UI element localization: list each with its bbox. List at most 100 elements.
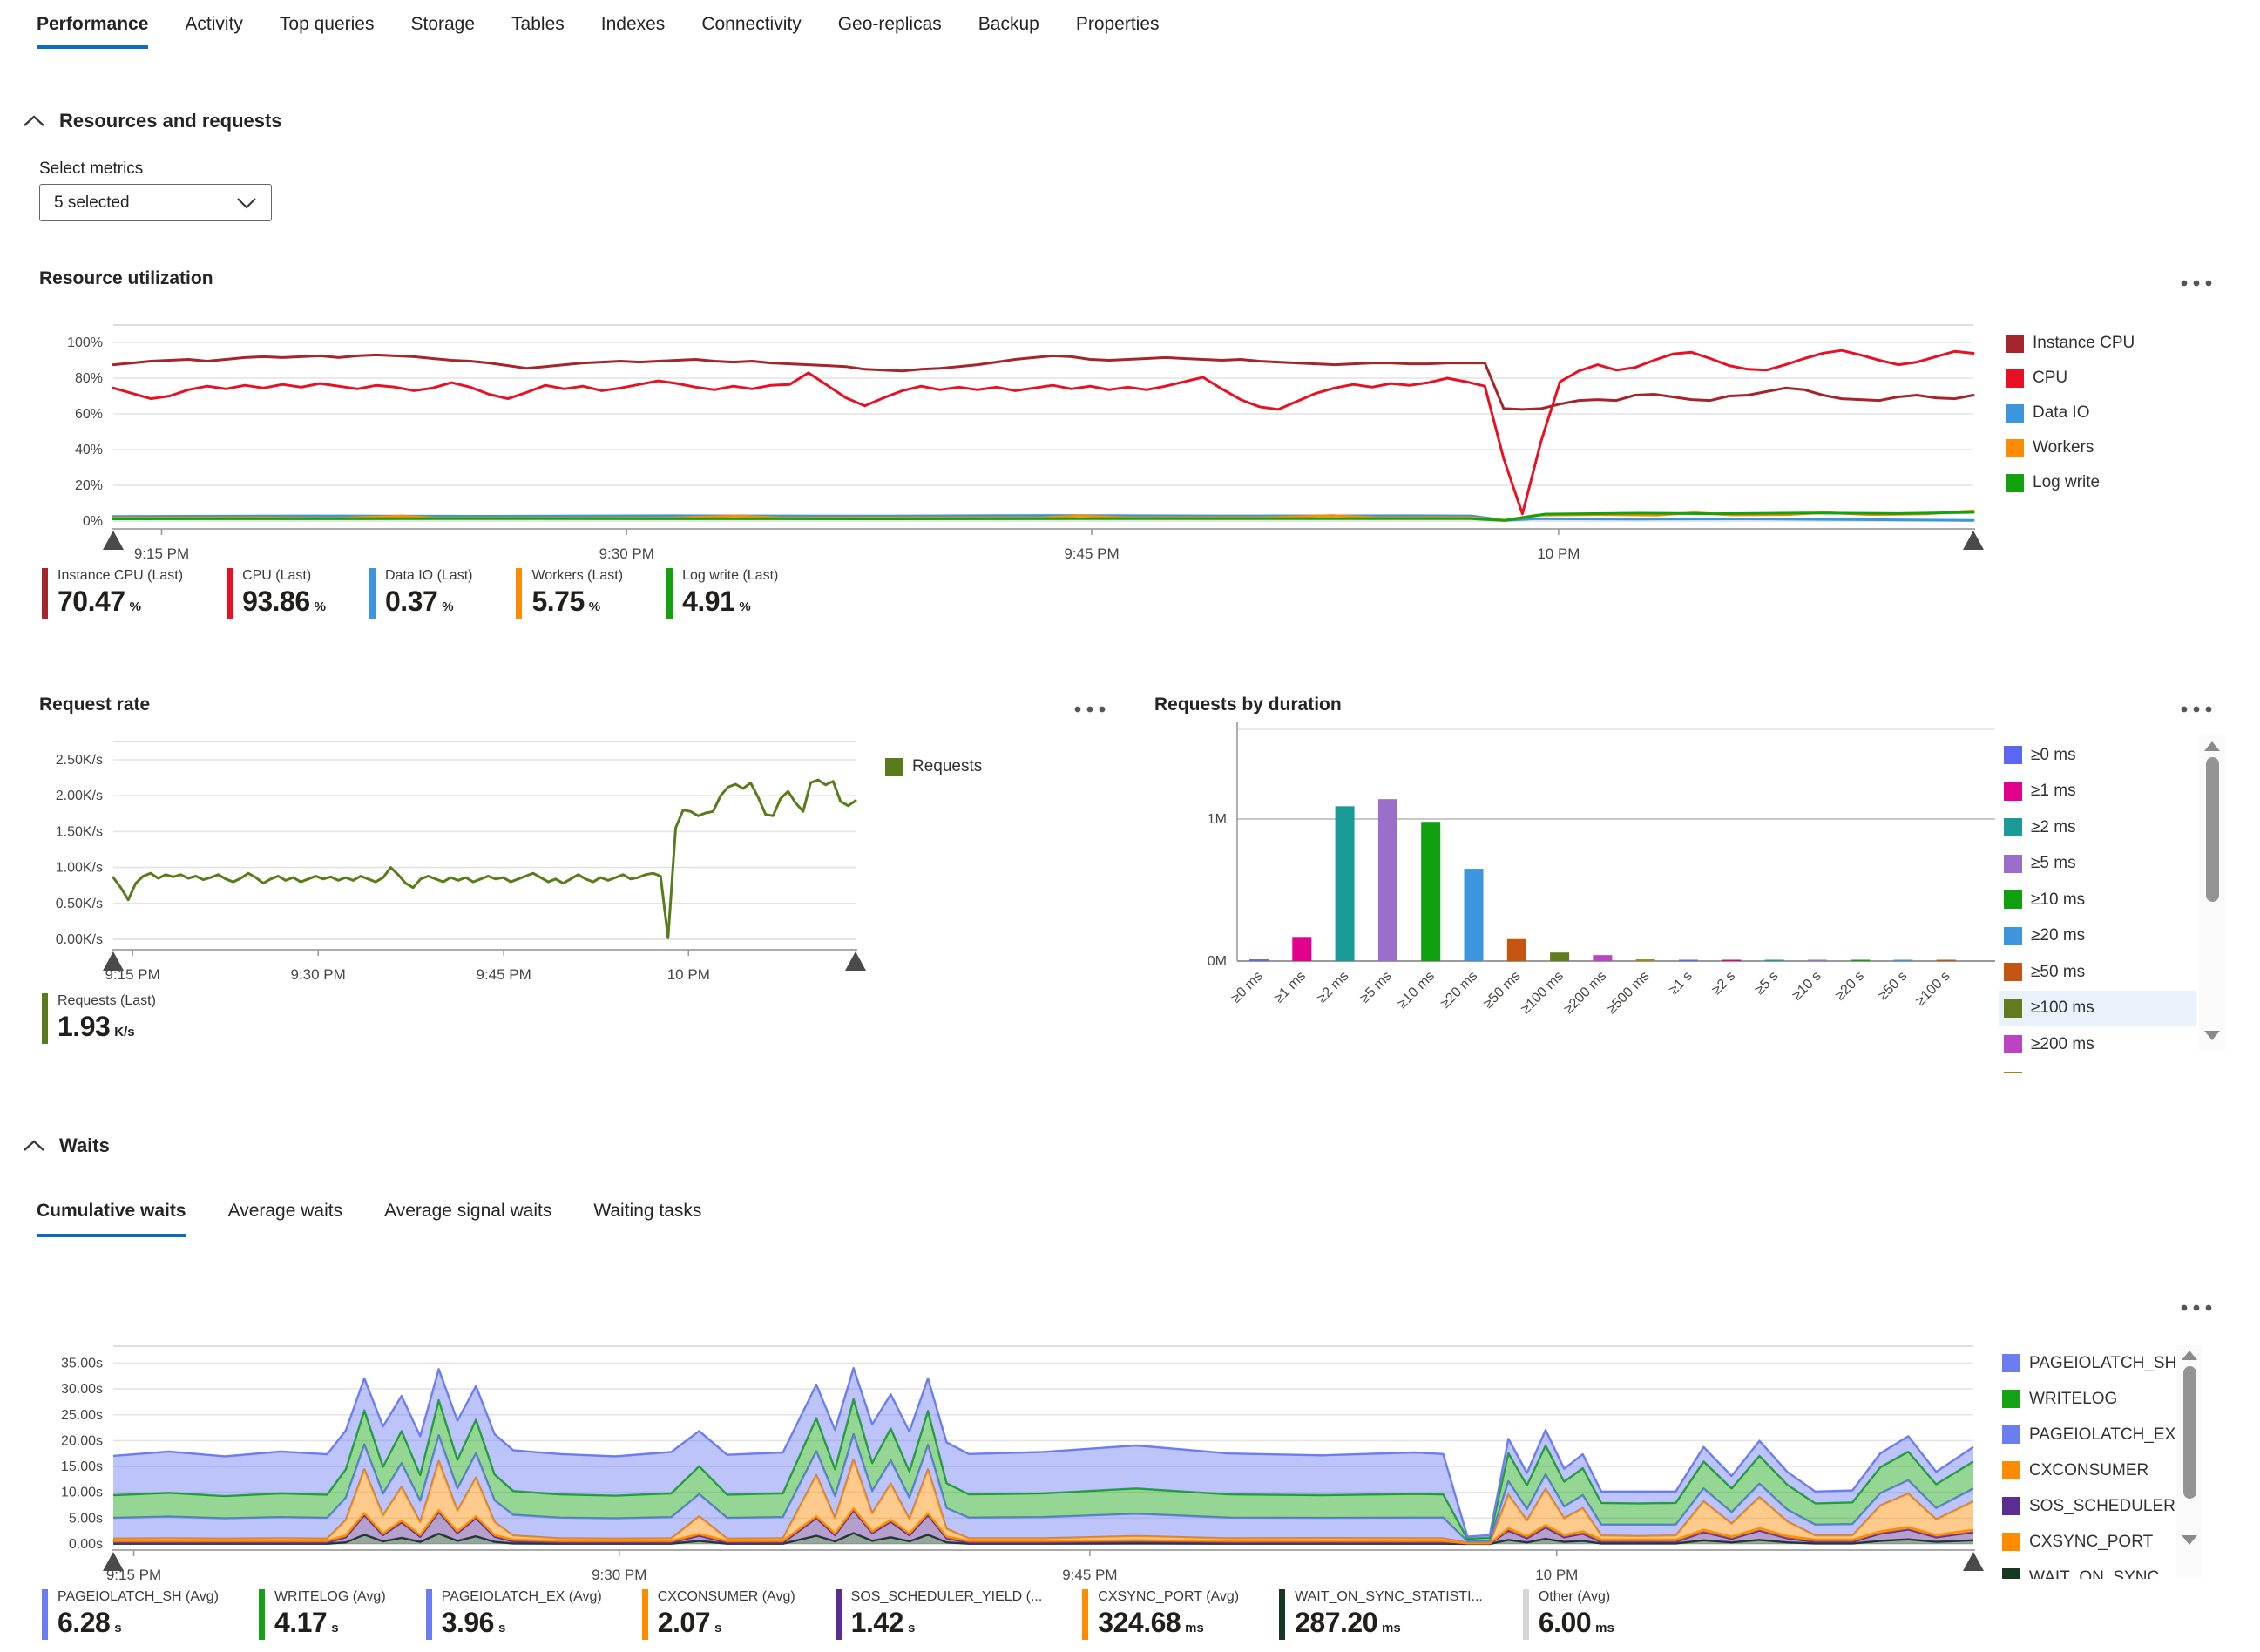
tab-activity[interactable]: Activity [185, 14, 243, 34]
request-rate-more-icon[interactable] [1070, 698, 1110, 721]
legend-item-≥100-ms[interactable]: ≥100 ms [1999, 990, 2196, 1026]
svg-text:≥5 ms: ≥5 ms [1357, 969, 1395, 1006]
bar-≥0 ms[interactable] [1249, 959, 1269, 961]
bar-≥10 s[interactable] [1807, 959, 1827, 962]
legend-item-Log-write[interactable]: Log write [2000, 465, 2253, 500]
tab-indexes[interactable]: Indexes [600, 14, 666, 34]
metric-label: CPU (Last) [242, 568, 312, 583]
waits-tab-average-signal-waits[interactable]: Average signal waits [384, 1201, 552, 1221]
time-range-slider-handle[interactable] [103, 951, 124, 971]
requests-by-duration-more-icon[interactable] [2176, 698, 2216, 721]
tab-backup[interactable]: Backup [978, 14, 1039, 34]
bar-≥5 s[interactable] [1764, 959, 1784, 962]
scroll-up-icon[interactable] [2204, 741, 2220, 751]
bar-≥100 ms[interactable] [1550, 952, 1570, 961]
bar-≥50 ms[interactable] [1506, 938, 1526, 961]
metric-card-SOS_SCHEDULER_YIELD-: SOS_SCHEDULER_YIELD (... 1.42 s [835, 1589, 1042, 1640]
waits-legend-scrollbar[interactable] [2176, 1345, 2202, 1577]
bar-≥2 s[interactable] [1722, 959, 1742, 962]
time-range-slider-handle[interactable] [103, 531, 124, 550]
legend-item-Instance-CPU[interactable]: Instance CPU [2000, 326, 2253, 361]
legend-item-≥50-ms[interactable]: ≥50 ms [1999, 954, 2196, 991]
legend-item-≥20-ms[interactable]: ≥20 ms [1999, 918, 2196, 955]
legend-item-≥10-ms[interactable]: ≥10 ms [1999, 882, 2196, 918]
tab-top-queries[interactable]: Top queries [279, 14, 375, 34]
legend-item-PAGEIOLATCH_SH[interactable]: PAGEIOLATCH_SH [1997, 1345, 2175, 1381]
time-range-slider-handle[interactable] [103, 1552, 124, 1571]
waits-chart-more-icon[interactable] [2176, 1297, 2216, 1319]
waits-tab-waiting-tasks[interactable]: Waiting tasks [593, 1201, 702, 1221]
requests-by-duration-legend-scrollbar[interactable] [2199, 735, 2225, 1050]
resource-utilization-plot[interactable]: 0% 20% 40% 60% 80% 100% 9:15 PM 9:30 PM 9:45 PM 1… [0, 309, 2260, 571]
bar-≥10 ms[interactable] [1421, 822, 1441, 961]
time-range-slider-handle[interactable] [1963, 531, 1984, 550]
svg-text:1M: 1M [1208, 812, 1227, 827]
legend-item-≥200-ms[interactable]: ≥200 ms [1999, 1026, 2196, 1063]
legend-item-WRITELOG[interactable]: WRITELOG [1997, 1381, 2175, 1417]
scroll-up-icon[interactable] [2182, 1351, 2197, 1360]
metric-color-bar [1279, 1589, 1286, 1640]
scroll-down-icon[interactable] [2182, 1535, 2197, 1545]
bar-≥2 ms[interactable] [1335, 806, 1355, 961]
bar-≥200 ms[interactable] [1593, 955, 1613, 961]
svg-text:≥10 ms: ≥10 ms [1395, 969, 1438, 1012]
scrollbar-thumb[interactable] [2183, 1366, 2196, 1499]
tab-storage[interactable]: Storage [410, 14, 476, 34]
legend-label: CPU [2033, 369, 2068, 387]
legend-item-≥0-ms[interactable]: ≥0 ms [1999, 737, 2196, 774]
legend-item-Data-IO[interactable]: Data IO [2000, 396, 2253, 430]
svg-text:≥2 ms: ≥2 ms [1315, 969, 1352, 1006]
tab-geo-replicas[interactable]: Geo-replicas [837, 14, 942, 34]
legend-item-≥2-ms[interactable]: ≥2 ms [1999, 809, 2196, 846]
bar-≥1 s[interactable] [1679, 959, 1698, 962]
bar-≥20 ms[interactable] [1464, 869, 1484, 961]
request-rate-plot[interactable]: 0.00K/s 0.50K/s 1.00K/s 1.50K/s 2.00K/s 2.50K… [0, 732, 1080, 993]
metrics-dropdown[interactable]: 5 selected [39, 184, 272, 221]
svg-text:9:30 PM: 9:30 PM [599, 545, 654, 562]
time-range-slider-handle[interactable] [845, 951, 866, 971]
bar-≥500 ms[interactable] [1635, 959, 1655, 961]
legend-item-≥1-ms[interactable]: ≥1 ms [1999, 774, 2196, 810]
cumulative-waits-plot[interactable]: 0.00s 5.00s 10.00s 15.00s 20.00s 25.00s 30.00s… [0, 1333, 2260, 1594]
bar-≥100 s[interactable] [1936, 959, 1956, 962]
legend-item-CXCONSUMER[interactable]: CXCONSUMER [1997, 1452, 2175, 1488]
legend-item-CXSYNC_PORT[interactable]: CXSYNC_PORT [1997, 1524, 2175, 1560]
legend-label: Log write [2033, 473, 2101, 491]
bar-≥50 s[interactable] [1893, 959, 1913, 962]
resources-section-header[interactable]: Resources and requests [23, 110, 282, 132]
legend-item-WAIT_ON_SYNC[interactable]: WAIT_ON_SYNC [1997, 1560, 2175, 1579]
legend-swatch [2006, 403, 2024, 423]
legend-item-PAGEIOLATCH_EX[interactable]: PAGEIOLATCH_EX [1997, 1417, 2175, 1452]
area-SOS_SCHEDULER_YIELD [113, 1510, 1973, 1544]
tab-performance[interactable]: Performance [37, 14, 149, 49]
legend-item-CPU[interactable]: CPU [2000, 361, 2253, 396]
svg-text:10 PM: 10 PM [667, 966, 710, 983]
metrics-dropdown-value: 5 selected [54, 193, 130, 212]
bar-≥20 s[interactable] [1851, 959, 1871, 962]
scrollbar-thumb[interactable] [2206, 757, 2219, 902]
resource-utilization-more-icon[interactable] [2176, 272, 2216, 295]
time-range-slider-handle[interactable] [1963, 1552, 1984, 1571]
tab-connectivity[interactable]: Connectivity [701, 14, 802, 34]
metric-card-WRITELOG-Avg-: WRITELOG (Avg) 4.17 s [258, 1589, 386, 1640]
legend-item-Workers[interactable]: Workers [2000, 430, 2253, 465]
legend-item-≥5-ms[interactable]: ≥5 ms [1999, 846, 2196, 883]
metric-value: 6.00 [1538, 1607, 1592, 1638]
metric-color-bar [641, 1589, 648, 1640]
legend-label: ≥5 ms [2031, 854, 2076, 873]
bar-≥1 ms[interactable] [1292, 937, 1312, 961]
bar-≥5 ms[interactable] [1377, 799, 1397, 961]
legend-label: PAGEIOLATCH_EX [2029, 1425, 2175, 1444]
legend-swatch [2006, 473, 2024, 492]
legend-item-SOS_SCHEDULER...[interactable]: SOS_SCHEDULER... [1997, 1488, 2175, 1524]
scroll-down-icon[interactable] [2204, 1031, 2220, 1040]
waits-section-header[interactable]: Waits [23, 1134, 110, 1157]
legend-item-≥500-ms[interactable]: ≥500 ms [1999, 1063, 2196, 1073]
waits-tab-cumulative-waits[interactable]: Cumulative waits [37, 1201, 186, 1237]
area-edge-SOS_SCHEDULER_YIELD [113, 1509, 1974, 1545]
legend-item-Requests[interactable]: Requests [880, 749, 1037, 784]
tab-properties[interactable]: Properties [1075, 14, 1160, 34]
tab-tables[interactable]: Tables [511, 14, 565, 34]
waits-tab-average-waits[interactable]: Average waits [227, 1201, 343, 1221]
